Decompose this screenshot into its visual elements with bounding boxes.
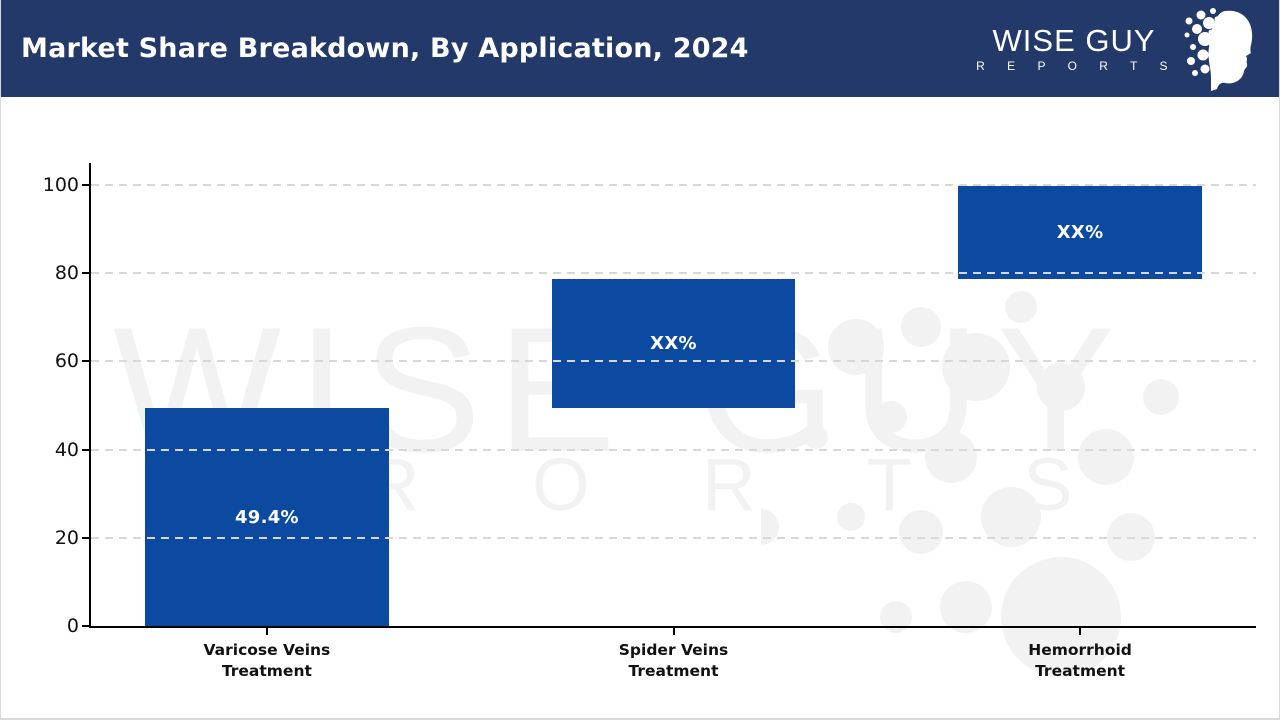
chart-area: WISE GUY R O R T S 0 20 40 60 80 100 49.4% Vari… [1, 97, 1279, 718]
logo-subtitle: R E P O R T S [976, 59, 1177, 73]
x-tick-mark-spider-veins-treatment [672, 626, 675, 635]
plot-area: 0 20 40 60 80 100 49.4% Varicose Veins Treatment… [43, 163, 1256, 680]
gridline-y-40 [91, 448, 1256, 451]
bar-hemorrhoid-treatment: XX% [958, 185, 1202, 279]
wise-guy-reports-logo: WISE GUY R E P O R T S [971, 7, 1255, 91]
y-tick-mark-40 [82, 448, 91, 451]
logo-wordmark: WISE GUY [992, 23, 1156, 58]
y-tick-label-60: 60 [54, 350, 79, 373]
x-category-label-hemorrhoid-treatment: Hemorrhoid Treatment [1028, 641, 1132, 680]
gridline-y-80 [91, 272, 1256, 275]
y-tick-mark-100 [82, 184, 91, 186]
dotted-face-icon [1184, 7, 1253, 91]
logo-text: WISE GUY R E P O R T S [971, 25, 1177, 72]
bar-value-label-varicose-veins-treatment: 49.4% [234, 506, 299, 528]
bar-value-label-spider-veins-treatment: XX% [650, 332, 697, 354]
gridline-y-20 [91, 536, 1256, 539]
x-category-label-spider-veins-treatment: Spider Veins Treatment [618, 641, 729, 680]
x-category-label-varicose-veins-treatment: Varicose Veins Treatment [203, 641, 331, 680]
gridline-y-60 [91, 360, 1256, 363]
y-tick-mark-60 [82, 360, 91, 363]
gridline-y-100 [91, 184, 1256, 186]
bar-value-label-hemorrhoid-treatment: XX% [1056, 221, 1104, 243]
y-tick-label-80: 80 [54, 262, 79, 285]
x-tick-mark-hemorrhoid-treatment [1079, 626, 1082, 635]
y-tick-mark-80 [82, 272, 91, 275]
y-tick-label-100: 100 [42, 174, 79, 196]
y-tick-label-20: 20 [54, 526, 79, 549]
y-tick-mark-20 [82, 536, 91, 539]
page-title: Market Share Breakdown, By Application, … [21, 33, 749, 64]
bar-spider-veins-treatment: XX% [551, 278, 796, 409]
y-tick-label-40: 40 [54, 438, 79, 461]
header-bar: Market Share Breakdown, By Application, … [1, 0, 1279, 97]
bar-varicose-veins-treatment: 49.4% [145, 408, 389, 626]
x-tick-mark-varicose-veins-treatment [265, 626, 268, 635]
y-tick-label-0: 0 [66, 615, 79, 637]
y-tick-mark-0 [82, 625, 91, 627]
